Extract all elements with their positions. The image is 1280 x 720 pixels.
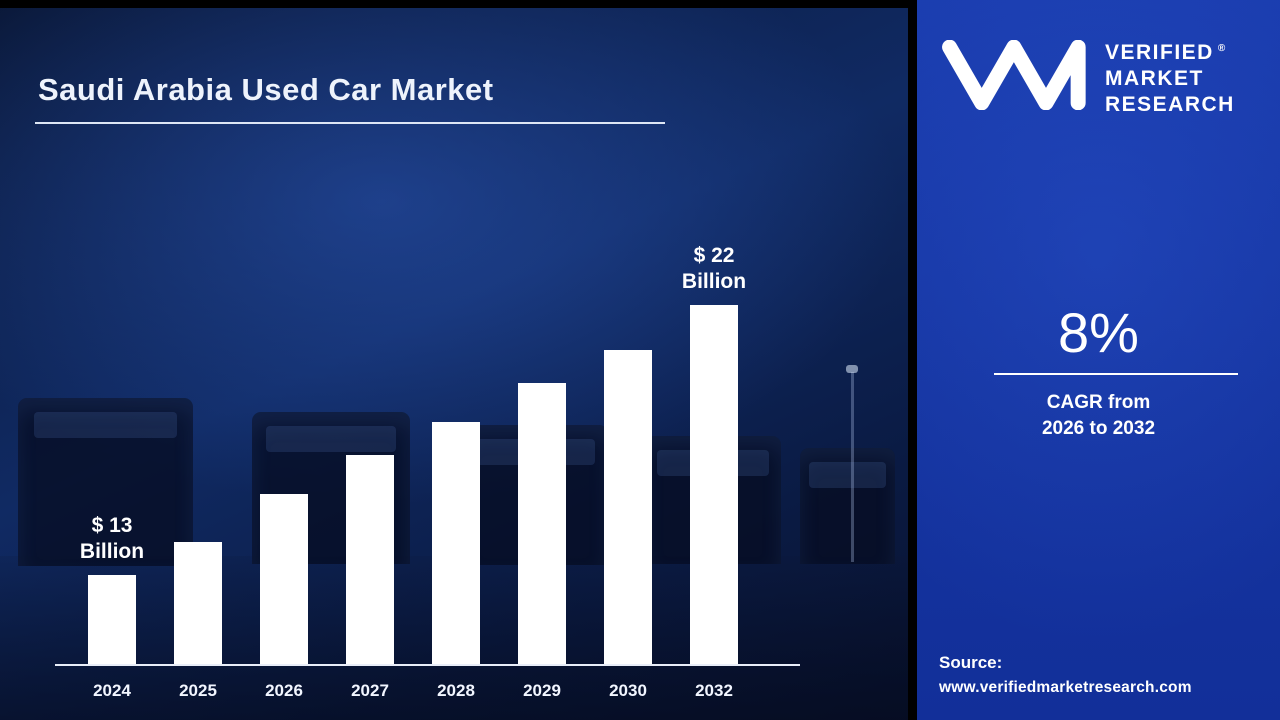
bar <box>432 422 480 665</box>
bar-chart: $ 13 Billion 2024 2025 2026 2027 2028 2029 2030 $… <box>80 235 746 701</box>
bar-column: 2025 <box>174 235 222 700</box>
truck-silhouette <box>800 448 895 564</box>
brand-name-line: RESEARCH <box>1105 93 1235 116</box>
cagr-caption-line: 2026 to 2032 <box>1041 418 1156 439</box>
bar-column: 2027 <box>346 235 394 700</box>
source-label: Source: <box>939 653 1003 672</box>
bar-value-label: $ 22 Billion <box>681 243 747 293</box>
bar <box>604 350 652 665</box>
summary-panel: VERIFIED ® MARKET RESEARCH 8% CAGR from 2… <box>917 0 1280 720</box>
light-pole <box>846 365 858 562</box>
cagr-caption-line: CAGR from <box>1046 392 1151 413</box>
bar-column: $ 13 Billion 2024 <box>80 235 144 701</box>
x-axis-line <box>55 664 800 666</box>
truck-silhouette <box>18 398 193 566</box>
source-url[interactable]: www.verifiedmarketresearch.com <box>939 679 1192 696</box>
x-axis-label: 2032 <box>695 681 733 700</box>
bar-column: $ 22 Billion 2032 <box>682 235 746 701</box>
x-axis-label: 2028 <box>437 681 475 700</box>
x-axis-label: 2026 <box>265 681 303 700</box>
x-axis-label: 2029 <box>523 681 561 700</box>
bar-column: 2026 <box>260 235 308 700</box>
x-axis-label: 2030 <box>609 681 647 700</box>
cagr-caption: CAGR from 2026 to 2032 <box>917 390 1280 442</box>
chart-section: Saudi Arabia Used Car Market $ 13 Billion… <box>0 0 908 720</box>
bar-column: 2029 <box>518 235 566 700</box>
x-axis-label: 2024 <box>93 681 131 700</box>
x-axis-label: 2027 <box>351 681 389 700</box>
x-axis-label: 2025 <box>179 681 217 700</box>
source-block: Source: www.verifiedmarketresearch.com <box>939 650 1192 700</box>
bar-column: 2028 <box>432 235 480 700</box>
bar <box>260 494 308 665</box>
section-divider <box>908 0 917 720</box>
registered-mark: ® <box>1217 43 1226 54</box>
bar <box>174 542 222 665</box>
bar-column: 2030 <box>604 235 652 700</box>
page-title: Saudi Arabia Used Car Market <box>38 72 494 107</box>
bar <box>690 305 738 665</box>
vmr-monogram-icon <box>942 40 1086 110</box>
bar <box>346 455 394 665</box>
brand-name: VERIFIED ® MARKET RESEARCH <box>1105 36 1235 118</box>
cagr-underline <box>994 373 1238 375</box>
bar <box>518 383 566 665</box>
title-underline <box>35 122 665 124</box>
bar-value-label: $ 13 Billion <box>79 513 145 563</box>
cagr-value: 8% <box>1058 301 1139 364</box>
bar <box>88 575 136 665</box>
brand-name-line: MARKET <box>1105 67 1204 90</box>
brand-block: VERIFIED ® MARKET RESEARCH <box>941 36 1235 118</box>
brand-name-line: VERIFIED ® <box>1105 41 1226 64</box>
